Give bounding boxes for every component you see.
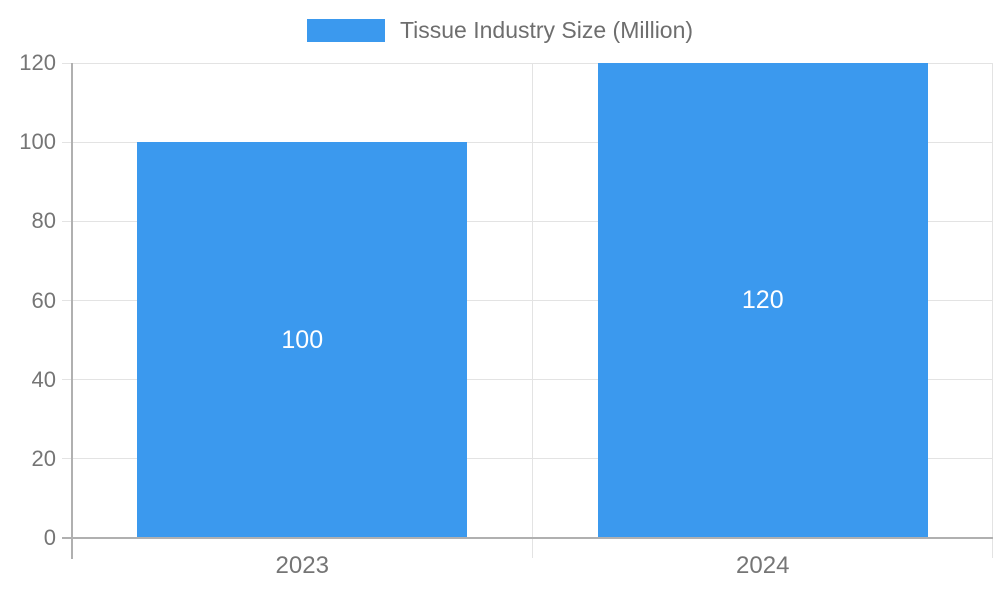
y-axis-tick-mark — [62, 62, 72, 64]
bar-2024[interactable]: 120 — [597, 63, 928, 538]
gridline-horizontal — [72, 220, 993, 222]
bar-2023[interactable]: 100 — [137, 142, 468, 538]
y-axis-tick-mark — [62, 379, 72, 381]
gridline-horizontal — [72, 141, 993, 143]
gridline-horizontal — [72, 300, 993, 301]
x-axis-tick-mark — [992, 538, 993, 558]
y-axis-tick-label: 0 — [43, 525, 56, 550]
gridline-horizontal — [72, 379, 993, 381]
y-axis-tick-label: 100 — [19, 129, 56, 155]
gridline-vertical — [992, 63, 993, 538]
x-axis-tick-label: 2023 — [275, 552, 329, 579]
x-axis-tick-mark — [531, 538, 533, 558]
gridline-vertical — [531, 63, 533, 538]
y-axis-tick-mark — [62, 220, 72, 222]
bar-data-label: 100 — [281, 325, 324, 354]
y-axis-tick-label: 80 — [31, 208, 56, 234]
gridline-horizontal — [72, 62, 993, 64]
x-axis-line — [62, 537, 993, 539]
y-axis-tick-label: 120 — [19, 50, 56, 75]
y-axis-tick-label: 40 — [31, 366, 56, 392]
y-axis-tick-label: 60 — [31, 287, 56, 313]
y-axis-tick-mark — [62, 458, 72, 460]
y-axis-tick-mark — [62, 300, 72, 301]
bar-data-label: 120 — [741, 286, 784, 314]
plot-area: 100 120 — [72, 62, 993, 538]
y-axis-tick-label: 20 — [31, 445, 56, 471]
y-axis-line — [71, 63, 73, 559]
y-axis-tick-mark — [62, 141, 72, 143]
legend-label: Tissue Industry Size (Million) — [399, 17, 694, 43]
legend-swatch — [306, 18, 385, 42]
gridline-horizontal — [72, 458, 993, 460]
x-axis-tick-label: 2024 — [736, 552, 790, 579]
legend[interactable]: Tissue Industry Size (Million) — [0, 17, 1000, 43]
